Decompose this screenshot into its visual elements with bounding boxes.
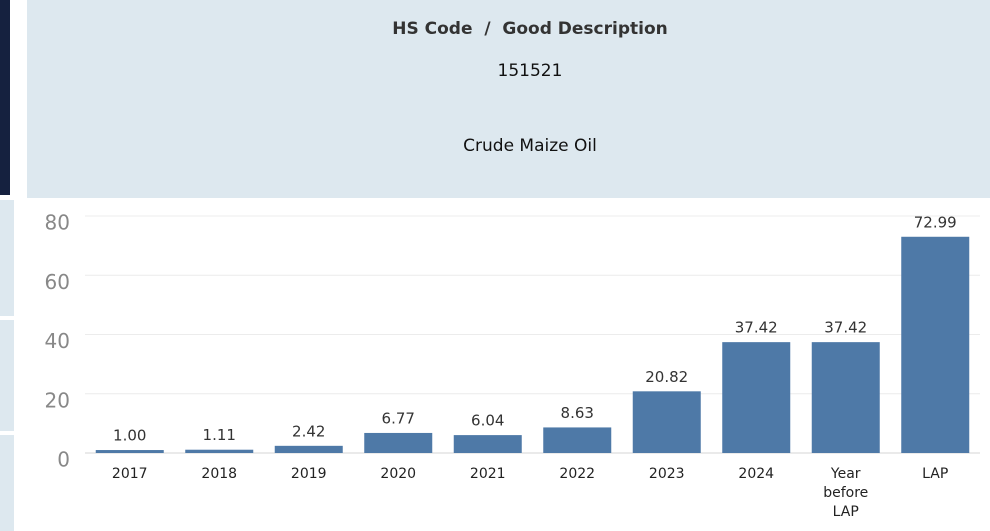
side-strip — [0, 0, 10, 195]
side-panel — [0, 320, 14, 431]
x-tick-label: 2020 — [380, 466, 417, 482]
y-tick-label: 0 — [57, 448, 70, 472]
bar — [274, 445, 343, 453]
x-tick-label: 2018 — [201, 466, 238, 482]
x-tick-label: 2021 — [469, 466, 506, 482]
bar — [901, 236, 970, 453]
x-tick-label: 2023 — [648, 466, 685, 482]
x-tick-label: Year before LAP — [823, 466, 869, 520]
y-tick-label: 80 — [45, 211, 70, 235]
value-label: 72.99 — [914, 213, 957, 231]
value-label: 1.00 — [113, 427, 146, 445]
x-tick-label: 2017 — [111, 466, 148, 482]
y-tick-label: 40 — [45, 329, 70, 353]
x-tick-label: 2022 — [559, 466, 596, 482]
x-tick-label: LAP — [922, 466, 949, 482]
value-label: 20.82 — [645, 368, 688, 386]
bar — [811, 342, 880, 453]
side-panel — [0, 200, 14, 316]
header-code: 151521 — [498, 61, 563, 81]
y-tick-label: 20 — [45, 388, 70, 412]
value-label: 2.42 — [292, 422, 325, 440]
bar — [543, 427, 612, 453]
bar — [185, 449, 254, 453]
x-tick-label: 2019 — [290, 466, 327, 482]
value-label: 6.77 — [382, 409, 415, 427]
side-panel — [0, 435, 14, 531]
bar — [453, 435, 522, 453]
header-description: Crude Maize Oil — [463, 136, 597, 156]
value-label: 8.63 — [561, 404, 594, 422]
bar — [722, 342, 791, 453]
x-tick-label: 2024 — [738, 466, 775, 482]
bar — [364, 432, 433, 453]
value-label: 37.42 — [824, 319, 867, 337]
bar — [95, 450, 164, 453]
header-label: HS Code / Good Description — [392, 19, 667, 39]
header-panel — [27, 0, 990, 198]
value-label: 37.42 — [735, 319, 778, 337]
y-tick-label: 60 — [45, 270, 70, 294]
value-label: 1.11 — [203, 426, 236, 444]
value-label: 6.04 — [471, 412, 504, 430]
bar — [632, 391, 701, 453]
